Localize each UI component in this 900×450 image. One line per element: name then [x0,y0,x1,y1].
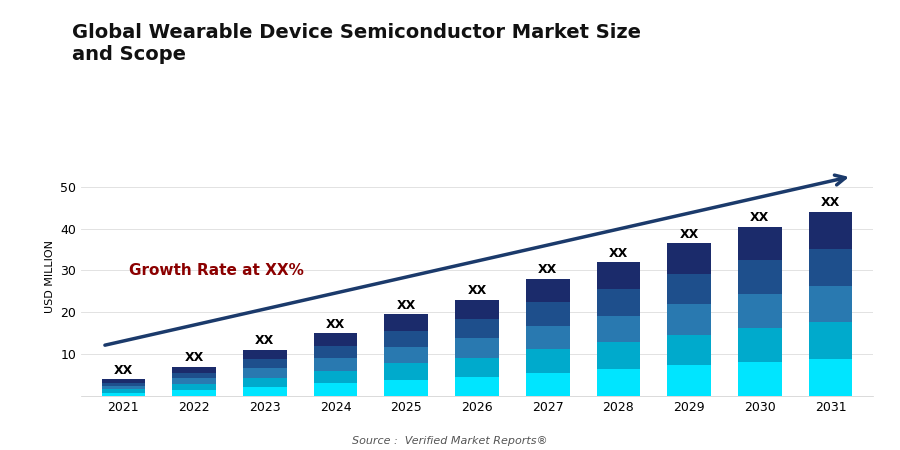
Bar [384,347,428,363]
Bar [243,378,287,387]
Bar [172,390,216,396]
Bar [667,243,711,274]
Bar [809,286,852,322]
Bar [597,342,641,369]
Bar [667,274,711,304]
Bar [313,346,357,358]
Text: XX: XX [326,318,346,331]
Bar [526,349,570,373]
Bar [738,294,782,328]
Text: XX: XX [397,299,416,312]
Text: XX: XX [751,211,770,224]
Bar [313,383,357,396]
Bar [597,369,641,396]
Text: XX: XX [680,228,698,241]
Bar [738,362,782,396]
Bar [526,373,570,396]
Bar [738,261,782,294]
Bar [243,369,287,378]
Bar [384,363,428,380]
Text: XX: XX [608,247,628,260]
Bar [809,322,852,359]
Bar [243,359,287,369]
Bar [809,249,852,286]
Bar [313,333,357,346]
FancyArrowPatch shape [105,175,845,345]
Text: XX: XX [256,334,274,347]
Bar [455,319,499,338]
Bar [597,262,641,289]
Bar [384,380,428,396]
Bar [597,315,641,342]
Bar [384,315,428,331]
Bar [455,338,499,357]
Bar [738,226,782,261]
Bar [667,335,711,365]
Text: Global Wearable Device Semiconductor Market Size
and Scope: Global Wearable Device Semiconductor Mar… [72,22,641,63]
Y-axis label: USD MILLION: USD MILLION [45,240,55,313]
Text: XX: XX [113,364,133,377]
Bar [738,328,782,362]
Bar [102,382,146,386]
Bar [243,387,287,396]
Bar [384,331,428,347]
Text: XX: XX [467,284,487,297]
Text: XX: XX [821,196,841,209]
Bar [809,212,852,249]
Bar [172,384,216,390]
Bar [243,350,287,359]
Bar [809,359,852,396]
Bar [102,393,146,396]
Bar [455,357,499,377]
Bar [455,300,499,319]
Bar [102,386,146,389]
Bar [102,389,146,393]
Bar [313,371,357,383]
Bar [667,304,711,335]
Bar [172,378,216,384]
Text: XX: XX [538,263,557,276]
Bar [102,379,146,382]
Bar [526,279,570,302]
Bar [313,358,357,371]
Bar [526,302,570,326]
Text: Growth Rate at XX%: Growth Rate at XX% [129,263,304,278]
Bar [172,367,216,373]
Bar [667,365,711,396]
Text: Source :  Verified Market Reports®: Source : Verified Market Reports® [352,436,548,446]
Text: XX: XX [184,351,203,364]
Bar [455,377,499,396]
Bar [597,289,641,315]
Bar [172,373,216,378]
Bar [526,326,570,349]
